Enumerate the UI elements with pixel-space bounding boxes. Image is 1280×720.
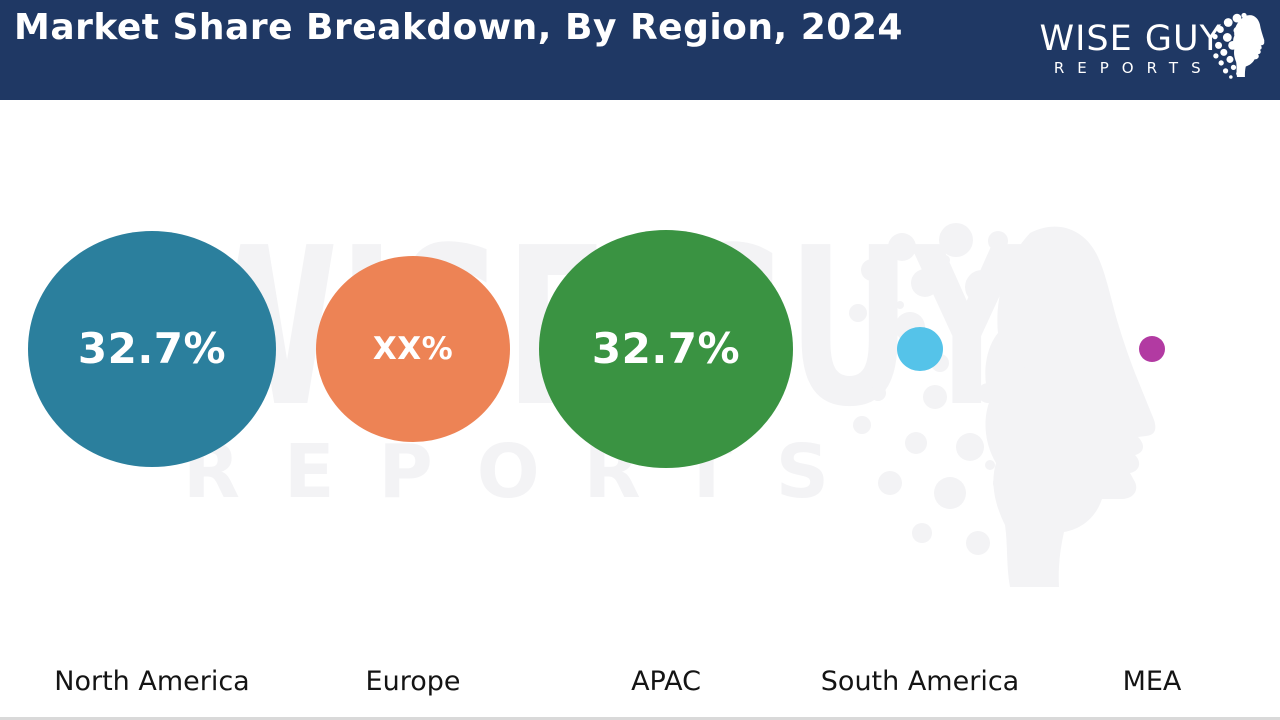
page-title: Market Share Breakdown, By Region, 2024 bbox=[14, 7, 903, 48]
bubble-north-america: 32.7% bbox=[28, 231, 276, 467]
bubble-mea bbox=[1139, 336, 1165, 362]
category-label-mea: MEA bbox=[1122, 666, 1182, 697]
wise-guy-reports-logo: WISE GUY REPORTS bbox=[1039, 6, 1266, 90]
logo-head-icon bbox=[1212, 12, 1265, 79]
category-label-apac: APAC bbox=[631, 666, 701, 697]
category-label-europe: Europe bbox=[365, 666, 461, 697]
header-bar: Market Share Breakdown, By Region, 2024 … bbox=[0, 0, 1280, 100]
category-label-north-america: North America bbox=[54, 666, 250, 697]
bubble-value-apac: 32.7% bbox=[591, 324, 741, 373]
logo-text: WISE GUY REPORTS bbox=[1039, 22, 1222, 76]
logo-subtitle: REPORTS bbox=[1053, 59, 1214, 77]
bubble-europe: XX% bbox=[316, 256, 510, 442]
category-label-south-america: South America bbox=[820, 666, 1020, 697]
watermark-reports-text: REPORTS bbox=[183, 429, 874, 515]
chart-canvas: WISE GUY REPORTS 32.7%North AmericaXX%Eu… bbox=[0, 100, 1280, 717]
watermark-head-icon bbox=[849, 223, 1156, 587]
bubble-south-america bbox=[897, 327, 943, 371]
bubble-apac: 32.7% bbox=[539, 230, 793, 468]
bottom-divider bbox=[0, 717, 1280, 720]
bubble-value-europe: XX% bbox=[372, 330, 454, 367]
bubble-value-north-america: 32.7% bbox=[77, 324, 227, 373]
logo-wordmark: WISE GUY bbox=[1039, 19, 1222, 59]
